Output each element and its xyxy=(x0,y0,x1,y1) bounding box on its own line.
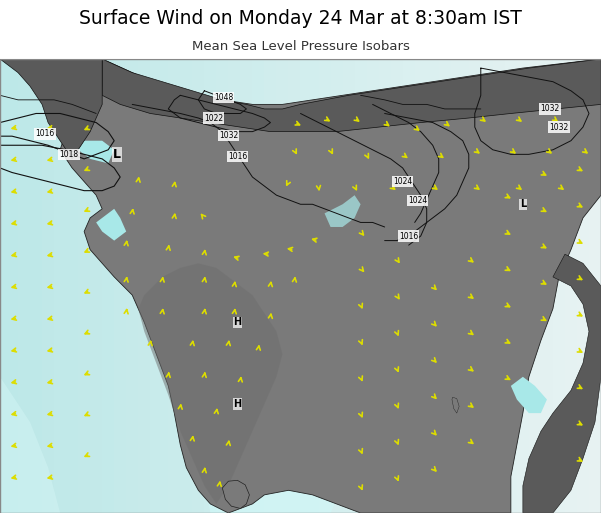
Text: L: L xyxy=(113,148,121,161)
Text: 1016: 1016 xyxy=(399,231,418,241)
Text: H: H xyxy=(233,399,242,409)
Polygon shape xyxy=(96,209,126,241)
Text: Surface Wind on Monday 24 Mar at 8:30am IST: Surface Wind on Monday 24 Mar at 8:30am … xyxy=(79,9,522,28)
Text: 1032: 1032 xyxy=(549,123,569,132)
Text: 1032: 1032 xyxy=(540,105,560,113)
Text: 1032: 1032 xyxy=(219,131,238,140)
Text: 1018: 1018 xyxy=(59,150,79,159)
Polygon shape xyxy=(0,59,102,159)
Polygon shape xyxy=(523,254,601,513)
Text: 1048: 1048 xyxy=(214,93,233,102)
Polygon shape xyxy=(222,480,249,508)
Polygon shape xyxy=(511,377,547,413)
Text: Mean Sea Level Pressure Isobars: Mean Sea Level Pressure Isobars xyxy=(192,40,409,52)
Polygon shape xyxy=(325,195,361,227)
Text: 1024: 1024 xyxy=(393,177,412,186)
Polygon shape xyxy=(300,204,391,377)
Polygon shape xyxy=(204,386,361,513)
Polygon shape xyxy=(138,263,282,504)
Polygon shape xyxy=(102,59,601,132)
Text: 1016: 1016 xyxy=(228,152,247,161)
Polygon shape xyxy=(60,59,601,513)
Text: 1024: 1024 xyxy=(408,196,427,205)
Polygon shape xyxy=(0,377,60,513)
Text: 1016: 1016 xyxy=(35,129,55,139)
Text: L: L xyxy=(520,199,526,209)
Text: H: H xyxy=(233,318,242,327)
Text: 1022: 1022 xyxy=(204,113,223,123)
Polygon shape xyxy=(452,397,459,413)
Polygon shape xyxy=(78,141,114,164)
